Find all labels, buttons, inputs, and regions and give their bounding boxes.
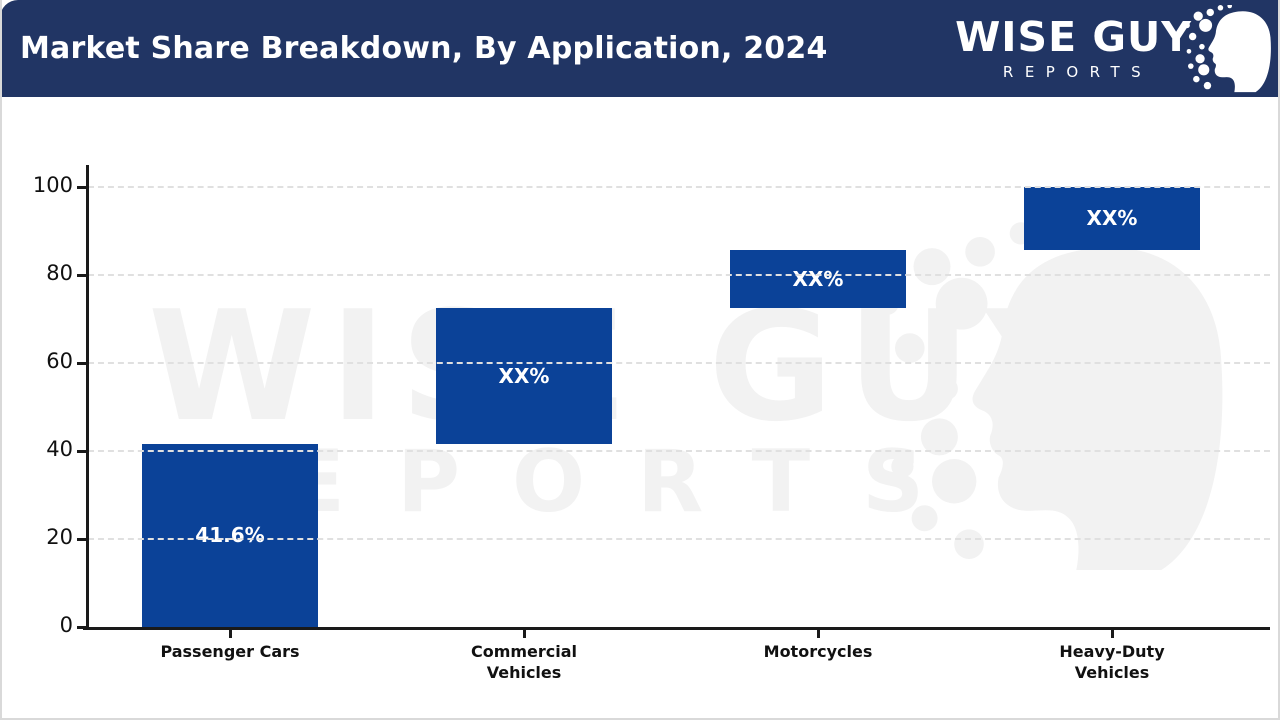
logo-reports-label: REPORTS	[1002, 63, 1153, 81]
x-tick-label: Heavy-Duty Vehicles	[997, 641, 1227, 683]
x-tick-label-line: Commercial	[470, 642, 578, 661]
x-axis-tick	[1110, 630, 1114, 638]
x-axis-tick	[522, 630, 526, 638]
y-tick-label: 80	[46, 261, 73, 285]
y-tick-label: 20	[46, 525, 73, 549]
x-axis-line	[83, 627, 1270, 630]
y-tick-label: 40	[46, 437, 73, 461]
x-axis-tick	[228, 630, 232, 638]
waterfall-bar: XX%	[436, 308, 612, 444]
x-tick-label-line: Vehicles	[1074, 663, 1150, 683]
x-tick-label-line: Heavy-Duty	[1059, 642, 1165, 661]
y-axis-tick	[77, 450, 86, 453]
y-axis-tick	[77, 362, 86, 365]
waterfall-bar: XX%	[730, 249, 906, 308]
waterfall-bar: XX%	[1024, 187, 1200, 250]
y-tick-label: 60	[46, 349, 73, 373]
bar-value-label: XX%	[1086, 206, 1138, 231]
x-tick-label-line: Passenger Cars	[160, 642, 300, 661]
y-axis-tick	[77, 274, 86, 277]
bar-value-label: 41.6%	[195, 523, 265, 548]
bar-value-label: XX%	[792, 266, 844, 291]
gridline	[88, 362, 1270, 364]
bar-value-label: XX%	[498, 363, 550, 388]
gridline	[88, 538, 1270, 540]
waterfall-bar: 41.6%	[142, 443, 318, 627]
x-tick-label-line: Vehicles	[486, 663, 562, 683]
gridline	[88, 186, 1270, 188]
wiseguy-head-icon	[1184, 5, 1271, 93]
wiseguy-logo: WISE GUY REPORTS	[955, 4, 1274, 94]
x-tick-label: Passenger Cars	[115, 641, 345, 662]
gridline	[88, 274, 1270, 276]
y-axis-tick	[77, 626, 86, 629]
x-tick-label: Commercial Vehicles	[409, 641, 639, 683]
page-title: Market Share Breakdown, By Application, …	[20, 31, 828, 66]
gridline	[88, 450, 1270, 452]
logo-wiseguy-label: WISE GUY	[955, 13, 1192, 61]
y-axis-line	[86, 165, 89, 630]
y-axis-tick	[77, 538, 86, 541]
x-tick-label-line: Motorcycles	[763, 642, 873, 661]
logo-text: WISE GUY REPORTS	[955, 13, 1192, 82]
y-tick-label: 0	[59, 613, 73, 637]
x-axis-tick	[816, 630, 820, 638]
watermark-head-icon	[876, 216, 1223, 571]
y-axis-tick	[77, 186, 86, 189]
y-tick-label: 100	[32, 173, 73, 197]
x-tick-label: Motorcycles	[703, 641, 933, 662]
header-bar: Market Share Breakdown, By Application, …	[0, 0, 1280, 97]
